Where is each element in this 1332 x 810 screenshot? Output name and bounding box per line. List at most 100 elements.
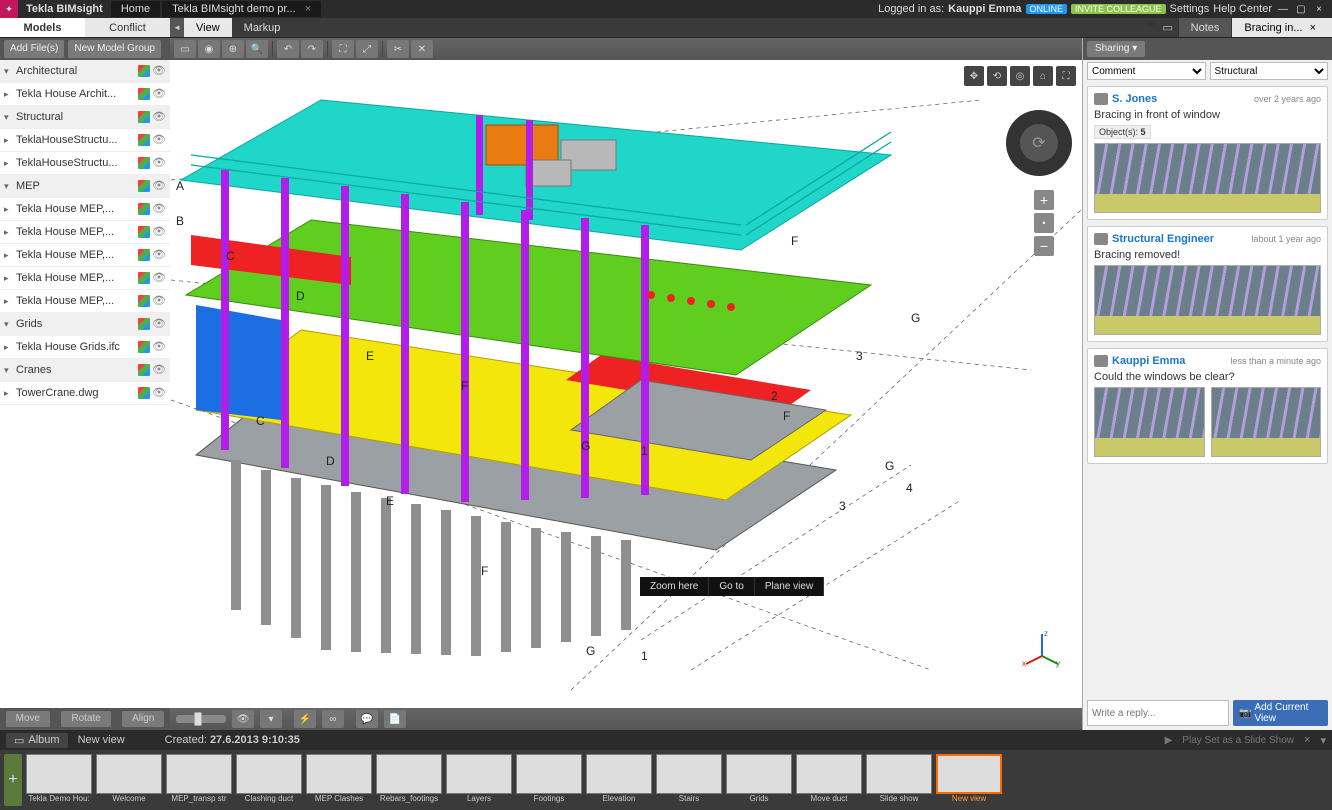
album-button[interactable]: ▭ Album bbox=[6, 733, 68, 748]
album-thumb[interactable]: Move duct bbox=[796, 754, 862, 806]
project-tab[interactable]: Tekla BIMsight demo pr... × bbox=[162, 1, 321, 17]
color-icon[interactable] bbox=[138, 134, 150, 146]
play-slideshow-icon[interactable]: ▶ bbox=[1165, 735, 1173, 746]
sharing-button[interactable]: Sharing ▾ bbox=[1087, 41, 1145, 57]
align-button[interactable]: Align bbox=[122, 711, 164, 727]
settings-link[interactable]: Settings bbox=[1170, 3, 1210, 15]
redo-icon[interactable]: ↷ bbox=[301, 40, 323, 58]
color-icon[interactable] bbox=[138, 203, 150, 215]
tree-group[interactable]: ▾Cranes👁 bbox=[0, 359, 170, 382]
album-thumb[interactable]: MEP Clashes bbox=[306, 754, 372, 806]
comment-card[interactable]: S. Jonesover 2 years agoBracing in front… bbox=[1087, 86, 1328, 220]
add-current-view-button[interactable]: 📷 Add Current View bbox=[1233, 700, 1328, 726]
new-model-group-button[interactable]: New Model Group bbox=[68, 40, 161, 58]
comment-thumbnail[interactable] bbox=[1094, 387, 1205, 457]
measure-tool-icon[interactable]: ✕ bbox=[411, 40, 433, 58]
close-slideshow-icon[interactable]: × bbox=[1304, 734, 1310, 746]
album-thumb[interactable]: New view bbox=[936, 754, 1002, 806]
pan-tool-icon[interactable]: ⊕ bbox=[222, 40, 244, 58]
tree-item[interactable]: ▸Tekla House MEP,...👁 bbox=[0, 221, 170, 244]
comment-card[interactable]: Structural Engineerlabout 1 year agoBrac… bbox=[1087, 226, 1328, 342]
color-icon[interactable] bbox=[138, 249, 150, 261]
comment-author[interactable]: Structural Engineer bbox=[1112, 233, 1247, 245]
visibility-icon[interactable]: 👁 bbox=[232, 710, 254, 728]
link-icon[interactable]: ∞ bbox=[322, 710, 344, 728]
comment-author[interactable]: S. Jones bbox=[1112, 93, 1250, 105]
comment-author[interactable]: Kauppi Emma bbox=[1112, 355, 1226, 367]
album-thumb[interactable]: MEP_transp str bbox=[166, 754, 232, 806]
album-thumb[interactable]: Tekla Demo Hou: bbox=[26, 754, 92, 806]
visibility-icon[interactable]: 👁 bbox=[152, 341, 166, 353]
album-thumb[interactable]: Layers bbox=[446, 754, 512, 806]
collapse-right-icon[interactable]: ► bbox=[1147, 18, 1158, 37]
tree-group[interactable]: ▾Structural👁 bbox=[0, 106, 170, 129]
tree-item[interactable]: ▸TeklaHouseStructu...👁 bbox=[0, 129, 170, 152]
document-icon[interactable]: 📄 bbox=[384, 710, 406, 728]
orbit-tool-icon[interactable]: ◉ bbox=[198, 40, 220, 58]
tree-item[interactable]: ▸Tekla House MEP,...👁 bbox=[0, 267, 170, 290]
notes-tab[interactable]: Notes bbox=[1178, 18, 1232, 37]
visibility-icon[interactable]: 👁 bbox=[152, 364, 166, 376]
color-icon[interactable] bbox=[138, 318, 150, 330]
nav-move-icon[interactable]: ✥ bbox=[964, 66, 984, 86]
transparency-slider[interactable] bbox=[176, 715, 226, 723]
add-file-button[interactable]: Add File(s) bbox=[4, 40, 64, 58]
filter-type-select[interactable]: Comment bbox=[1087, 62, 1206, 80]
models-tab[interactable]: Models bbox=[0, 18, 85, 37]
nav-orbit-icon[interactable]: ⟲ bbox=[987, 66, 1007, 86]
visibility-icon[interactable]: 👁 bbox=[152, 180, 166, 192]
visibility-icon[interactable]: 👁 bbox=[152, 203, 166, 215]
zoom-tool-icon[interactable]: 🔍 bbox=[246, 40, 268, 58]
visibility-icon[interactable]: 👁 bbox=[152, 157, 166, 169]
color-icon[interactable] bbox=[138, 111, 150, 123]
tree-item[interactable]: ▸Tekla House MEP,...👁 bbox=[0, 244, 170, 267]
notes-panel-icon[interactable]: ▭ bbox=[1158, 18, 1178, 37]
comment-thumbnail[interactable] bbox=[1094, 265, 1321, 335]
visibility-icon[interactable]: 👁 bbox=[152, 88, 166, 100]
rotate-button[interactable]: Rotate bbox=[61, 711, 110, 727]
tree-item[interactable]: ▸Tekla House MEP,...👁 bbox=[0, 290, 170, 313]
add-view-thumb-button[interactable]: + bbox=[4, 754, 22, 806]
visibility-icon[interactable]: 👁 bbox=[152, 134, 166, 146]
album-thumb[interactable]: Stairs bbox=[656, 754, 722, 806]
album-thumb[interactable]: Slide show bbox=[866, 754, 932, 806]
visibility-icon[interactable]: 👁 bbox=[152, 387, 166, 399]
close-icon[interactable]: × bbox=[305, 3, 311, 15]
close-tab-icon[interactable]: × bbox=[1306, 22, 1320, 34]
nav-home-icon[interactable]: ⌂ bbox=[1033, 66, 1053, 86]
new-view-link[interactable]: New view bbox=[78, 734, 125, 746]
tree-group[interactable]: ▾MEP👁 bbox=[0, 175, 170, 198]
comment-icon[interactable]: 💬 bbox=[356, 710, 378, 728]
expand-icon[interactable]: ⤢ bbox=[356, 40, 378, 58]
zoom-reset-button[interactable]: • bbox=[1034, 213, 1054, 233]
album-thumb[interactable]: Rebars_footings bbox=[376, 754, 442, 806]
minimize-icon[interactable]: — bbox=[1276, 2, 1290, 16]
view-tab[interactable]: View bbox=[184, 18, 232, 37]
home-tab[interactable]: Home bbox=[111, 1, 160, 17]
zoom-out-button[interactable]: − bbox=[1034, 236, 1054, 256]
visibility-icon[interactable]: 👁 bbox=[152, 318, 166, 330]
comment-thumbnail[interactable] bbox=[1094, 143, 1321, 213]
help-link[interactable]: Help Center bbox=[1213, 3, 1272, 15]
close-window-icon[interactable]: × bbox=[1312, 2, 1326, 16]
nav-fullscreen-icon[interactable]: ⛶ bbox=[1056, 66, 1076, 86]
comment-thumbnail[interactable] bbox=[1211, 387, 1322, 457]
visibility-icon[interactable]: 👁 bbox=[152, 226, 166, 238]
color-icon[interactable] bbox=[138, 341, 150, 353]
invite-colleague-button[interactable]: INVITE COLLEAGUE bbox=[1071, 4, 1166, 14]
album-thumb[interactable]: Welcome bbox=[96, 754, 162, 806]
tree-item[interactable]: ▸Tekla House Archit...👁 bbox=[0, 83, 170, 106]
color-icon[interactable] bbox=[138, 157, 150, 169]
color-icon[interactable] bbox=[138, 65, 150, 77]
fit-view-icon[interactable]: ⛶ bbox=[332, 40, 354, 58]
tree-item[interactable]: ▸Tekla House Grids.ifc👁 bbox=[0, 336, 170, 359]
color-icon[interactable] bbox=[138, 88, 150, 100]
color-icon[interactable] bbox=[138, 364, 150, 376]
album-thumb[interactable]: Elevation bbox=[586, 754, 652, 806]
select-tool-icon[interactable]: ▭ bbox=[174, 40, 196, 58]
conflict-checking-tab[interactable]: Conflict Checking bbox=[85, 18, 170, 37]
color-icon[interactable] bbox=[138, 272, 150, 284]
context-plane-view[interactable]: Plane view bbox=[755, 577, 824, 596]
context-go-to[interactable]: Go to bbox=[709, 577, 754, 596]
tree-item[interactable]: ▸TeklaHouseStructu...👁 bbox=[0, 152, 170, 175]
